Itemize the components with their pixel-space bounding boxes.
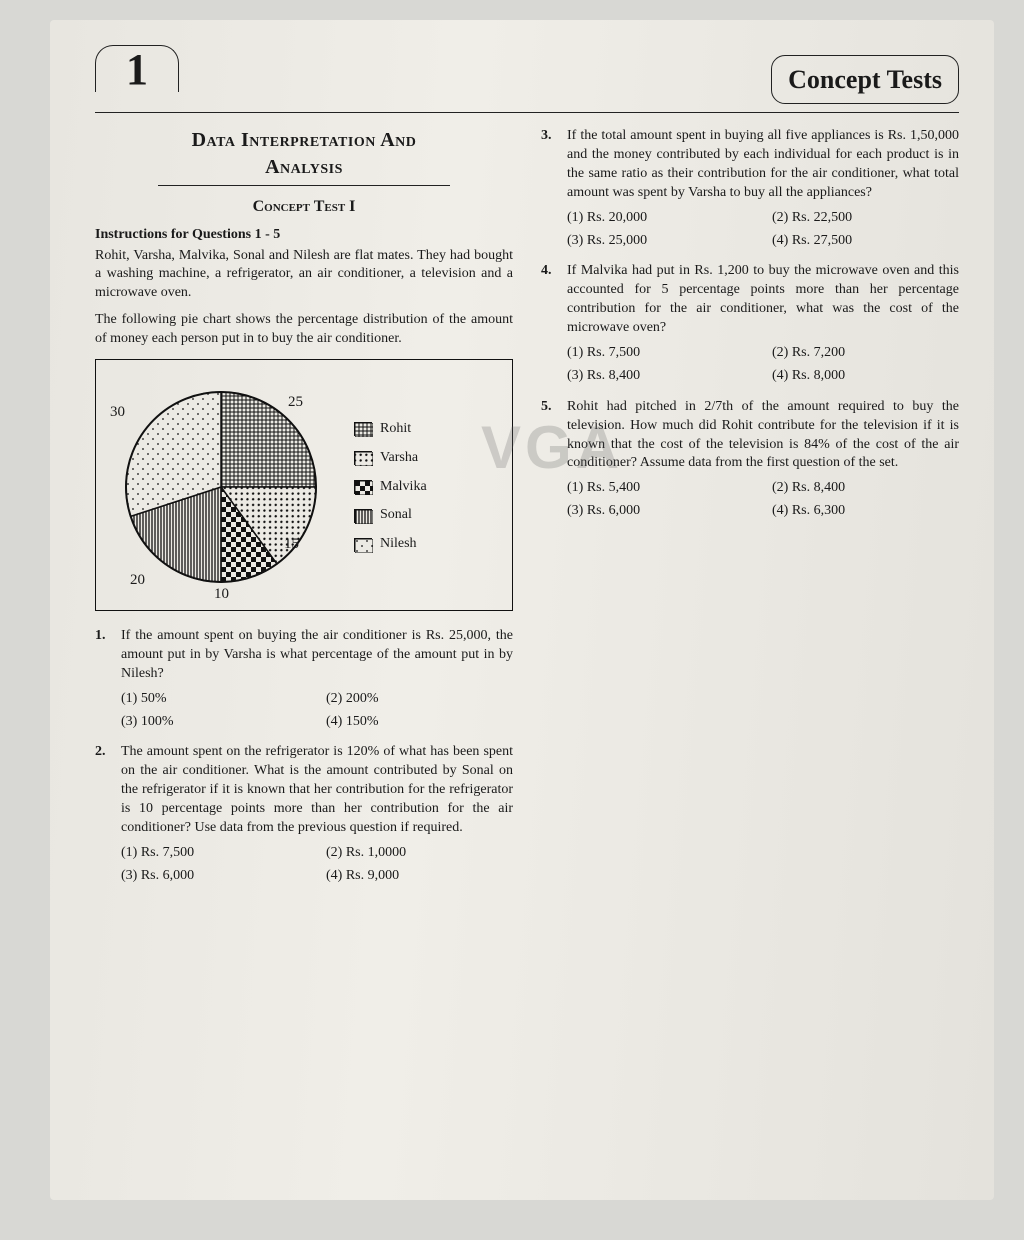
question-number: 3.: [541, 127, 559, 250]
option: (1) Rs. 7,500: [121, 844, 308, 863]
question-4: 4. If Malvika had put in Rs. 1,200 to bu…: [541, 262, 959, 385]
chapter-number: 1: [95, 45, 179, 92]
section-underline: [158, 185, 451, 186]
question-1: 1. If the amount spent on buying the air…: [95, 627, 513, 731]
question-body: If the amount spent on buying the air co…: [121, 628, 513, 681]
page: 1 Concept Tests Data Interpretation And …: [50, 20, 994, 1200]
question-number: 2.: [95, 743, 113, 885]
question-number: 5.: [541, 398, 559, 521]
legend-item: Sonal: [354, 506, 427, 525]
content-columns: Data Interpretation And Analysis Concept…: [95, 127, 959, 898]
question-options: (1) Rs. 20,000 (2) Rs. 22,500 (3) Rs. 25…: [567, 209, 959, 251]
question-text: Rohit had pitched in 2/7th of the amount…: [567, 398, 959, 521]
legend-item: Malvika: [354, 478, 427, 497]
right-column: 3. If the total amount spent in buying a…: [541, 127, 959, 898]
option: (4) 150%: [326, 713, 513, 732]
legend-item: Rohit: [354, 420, 427, 439]
legend-swatch: [354, 538, 372, 552]
legend-item: Varsha: [354, 449, 427, 468]
pie-chart: 25 15 10 20 30: [106, 372, 336, 602]
legend-label: Malvika: [380, 478, 427, 497]
legend-swatch: [354, 422, 372, 436]
question-5: 5. Rohit had pitched in 2/7th of the amo…: [541, 398, 959, 521]
option: (2) Rs. 7,200: [772, 344, 959, 363]
pie-value-label: 20: [130, 570, 145, 590]
header-rule: [95, 112, 959, 113]
question-body: The amount spent on the refrigerator is …: [121, 744, 513, 835]
legend-label: Sonal: [380, 506, 412, 525]
question-options: (1) Rs. 7,500 (2) Rs. 7,200 (3) Rs. 8,40…: [567, 344, 959, 386]
left-column: Data Interpretation And Analysis Concept…: [95, 127, 513, 898]
option: (3) Rs. 8,400: [567, 367, 754, 386]
question-number: 1.: [95, 627, 113, 731]
option: (1) Rs. 5,400: [567, 479, 754, 498]
pie-value-label: 10: [214, 584, 229, 604]
legend-label: Nilesh: [380, 535, 417, 554]
legend-item: Nilesh: [354, 535, 427, 554]
instructions-p1: Rohit, Varsha, Malvika, Sonal and Nilesh…: [95, 247, 513, 304]
question-3: 3. If the total amount spent in buying a…: [541, 127, 959, 250]
option: (4) Rs. 8,000: [772, 367, 959, 386]
question-text: If Malvika had put in Rs. 1,200 to buy t…: [567, 262, 959, 385]
pie-value-label: 25: [288, 392, 303, 412]
option: (3) 100%: [121, 713, 308, 732]
question-text: The amount spent on the refrigerator is …: [121, 743, 513, 885]
section-title-line2: Analysis: [95, 154, 513, 181]
option: (1) Rs. 7,500: [567, 344, 754, 363]
question-options: (1) 50% (2) 200% (3) 100% (4) 150%: [121, 690, 513, 732]
question-body: If Malvika had put in Rs. 1,200 to buy t…: [567, 263, 959, 335]
pie-value-label: 15: [284, 534, 299, 554]
option: (3) Rs. 6,000: [567, 502, 754, 521]
legend-swatch: [354, 480, 372, 494]
legend-swatch: [354, 509, 372, 523]
question-number: 4.: [541, 262, 559, 385]
question-2: 2. The amount spent on the refrigerator …: [95, 743, 513, 885]
section-title-line1: Data Interpretation And: [95, 127, 513, 154]
option: (2) 200%: [326, 690, 513, 709]
option: (1) 50%: [121, 690, 308, 709]
option: (2) Rs. 1,0000: [326, 844, 513, 863]
option: (2) Rs. 8,400: [772, 479, 959, 498]
option: (3) Rs. 25,000: [567, 232, 754, 251]
option: (4) Rs. 6,300: [772, 502, 959, 521]
header-row: 1 Concept Tests: [95, 45, 959, 104]
question-options: (1) Rs. 7,500 (2) Rs. 1,0000 (3) Rs. 6,0…: [121, 844, 513, 886]
instructions-p2: The following pie chart shows the percen…: [95, 311, 513, 349]
instructions-heading: Instructions for Questions 1 - 5: [95, 226, 513, 245]
header-title: Concept Tests: [771, 55, 959, 104]
pie-chart-box: 25 15 10 20 30 Rohit Varsha Malvika Sonal Nilesh: [95, 359, 513, 611]
legend-swatch: [354, 451, 372, 465]
option: (3) Rs. 6,000: [121, 867, 308, 886]
question-body: If the total amount spent in buying all …: [567, 128, 959, 200]
option: (1) Rs. 20,000: [567, 209, 754, 228]
question-text: If the amount spent on buying the air co…: [121, 627, 513, 731]
question-options: (1) Rs. 5,400 (2) Rs. 8,400 (3) Rs. 6,00…: [567, 479, 959, 521]
pie-legend: Rohit Varsha Malvika Sonal Nilesh: [354, 420, 427, 554]
legend-label: Varsha: [380, 449, 418, 468]
option: (4) Rs. 9,000: [326, 867, 513, 886]
question-text: If the total amount spent in buying all …: [567, 127, 959, 250]
concept-test-subtitle: Concept Test I: [95, 196, 513, 218]
pie-value-label: 30: [110, 402, 125, 422]
legend-label: Rohit: [380, 420, 411, 439]
option: (2) Rs. 22,500: [772, 209, 959, 228]
question-body: Rohit had pitched in 2/7th of the amount…: [567, 399, 959, 471]
option: (4) Rs. 27,500: [772, 232, 959, 251]
